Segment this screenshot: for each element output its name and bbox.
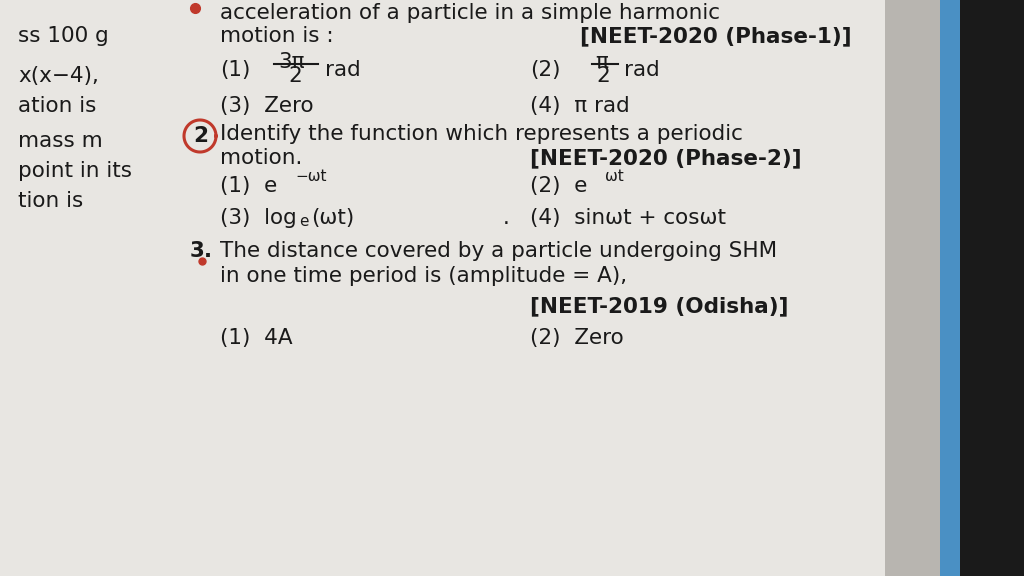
FancyBboxPatch shape	[961, 0, 1024, 576]
Text: motion.: motion.	[220, 148, 302, 168]
Text: π: π	[595, 52, 608, 72]
FancyBboxPatch shape	[885, 0, 945, 576]
Text: (3)  log: (3) log	[220, 208, 297, 228]
Text: [NEET-2019 (Odisha)]: [NEET-2019 (Odisha)]	[530, 296, 788, 316]
Text: (2): (2)	[530, 60, 560, 80]
Text: The distance covered by a particle undergoing SHM: The distance covered by a particle under…	[220, 241, 777, 261]
Text: motion is :: motion is :	[220, 26, 334, 46]
Text: x(x−4),: x(x−4),	[18, 66, 99, 86]
Text: ation is: ation is	[18, 96, 96, 116]
Text: ss 100 g: ss 100 g	[18, 26, 109, 46]
FancyBboxPatch shape	[940, 0, 970, 576]
Text: 2: 2	[596, 66, 609, 86]
Text: rad: rad	[624, 60, 659, 80]
Text: mass m: mass m	[18, 131, 102, 151]
FancyBboxPatch shape	[0, 0, 920, 576]
Text: 2: 2	[193, 126, 208, 146]
Text: [NEET-2020 (Phase-1)]: [NEET-2020 (Phase-1)]	[580, 26, 852, 46]
Text: .: .	[503, 208, 510, 228]
Text: (4)  π rad: (4) π rad	[530, 96, 630, 116]
Text: e: e	[299, 214, 308, 229]
Text: 3.: 3.	[190, 241, 213, 261]
Text: acceleration of a particle in a simple harmonic: acceleration of a particle in a simple h…	[220, 3, 720, 23]
Text: (ωt): (ωt)	[311, 208, 354, 228]
Text: −ωt: −ωt	[295, 169, 327, 184]
Text: ωt: ωt	[605, 169, 624, 184]
Text: (2)  e: (2) e	[530, 176, 588, 196]
Text: in one time period is (amplitude = A),: in one time period is (amplitude = A),	[220, 266, 627, 286]
Text: point in its: point in its	[18, 161, 132, 181]
Text: tion is: tion is	[18, 191, 83, 211]
Text: 2: 2	[288, 66, 302, 86]
Text: (1)  4A: (1) 4A	[220, 328, 293, 348]
Text: (1): (1)	[220, 60, 251, 80]
Text: (2)  Zero: (2) Zero	[530, 328, 624, 348]
Text: Identify the function which represents a periodic: Identify the function which represents a…	[220, 124, 742, 144]
Text: (1)  e: (1) e	[220, 176, 278, 196]
Text: (4)  sinωt + cosωt: (4) sinωt + cosωt	[530, 208, 726, 228]
Text: rad: rad	[325, 60, 360, 80]
Text: [NEET-2020 (Phase-2)]: [NEET-2020 (Phase-2)]	[530, 148, 802, 168]
Text: 3π: 3π	[278, 52, 304, 72]
Text: (3)  Zero: (3) Zero	[220, 96, 313, 116]
